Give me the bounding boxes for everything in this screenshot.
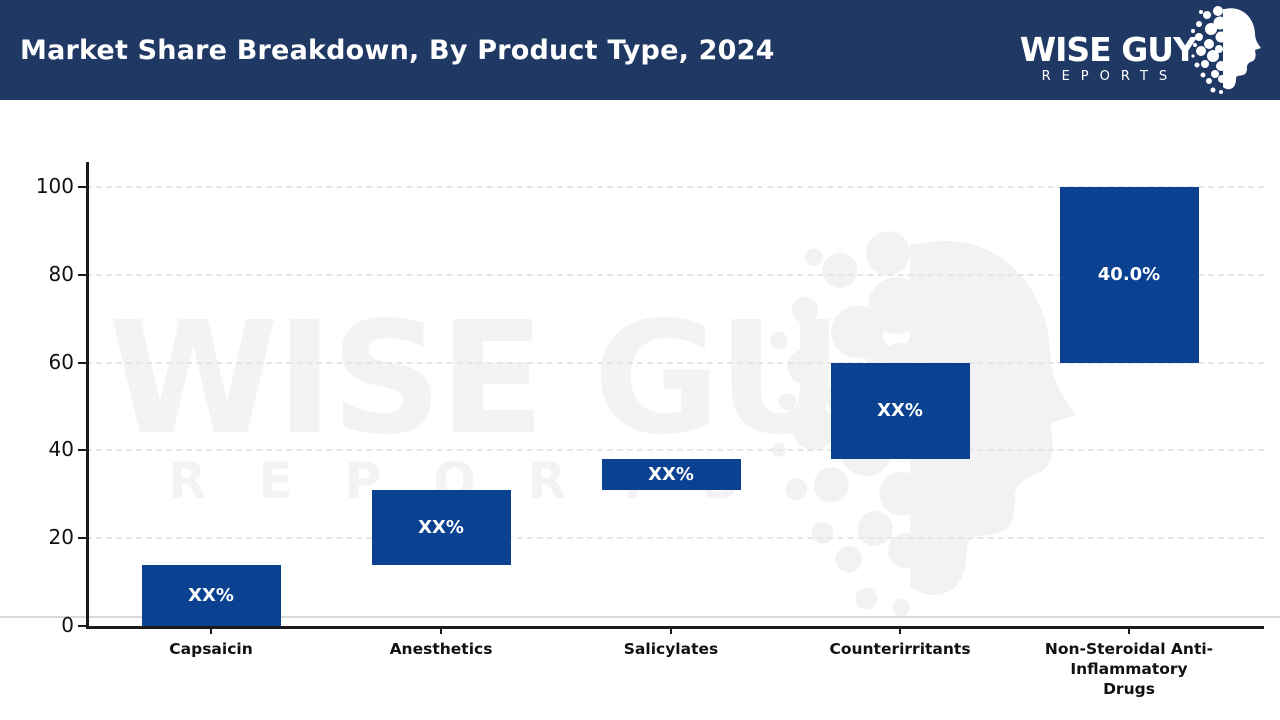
- gridline: [86, 449, 1264, 452]
- bar-anesthetics: XX%: [371, 489, 511, 565]
- bar-value-label: XX%: [188, 584, 234, 606]
- y-tick: [78, 537, 86, 540]
- logo-wordmark: WISE GUY: [1019, 30, 1197, 69]
- bar-salicylates: XX%: [601, 459, 741, 490]
- bar-value-label: XX%: [418, 516, 464, 538]
- gridline: [86, 537, 1264, 540]
- x-category-label: Counterirritants: [829, 640, 971, 658]
- bar-value-label: XX%: [648, 464, 694, 486]
- x-category-label: Capsaicin: [169, 640, 253, 658]
- x-tick: [440, 627, 442, 634]
- x-tick: [210, 627, 212, 634]
- logo-text: WISE GUY REPORTS: [1019, 30, 1197, 84]
- bar-value-label: XX%: [877, 400, 923, 422]
- y-tick-label: 80: [48, 261, 74, 286]
- bar-capsaicin: XX%: [141, 564, 281, 626]
- gridline: [86, 273, 1264, 276]
- y-axis-line: [86, 162, 89, 628]
- x-category-label: Salicylates: [623, 640, 719, 658]
- y-tick: [78, 625, 86, 627]
- bar-counterirritants: XX%: [830, 362, 970, 460]
- y-tick-label: 60: [48, 349, 74, 374]
- x-axis-line: [86, 626, 1264, 629]
- y-tick-label: 40: [48, 437, 74, 462]
- y-tick: [78, 273, 86, 276]
- x-tick: [1128, 627, 1130, 634]
- bar-value-label: 40.0%: [1097, 264, 1161, 286]
- footer-divider: [0, 616, 1280, 618]
- gridline: [86, 186, 1264, 188]
- bar-non-steroidal-anti-inflammatory-drugs: 40.0%: [1059, 187, 1199, 363]
- y-tick-label: 0: [61, 613, 74, 637]
- x-category-label: Anesthetics: [389, 640, 493, 658]
- y-tick-label: 20: [48, 525, 74, 550]
- logo-head-icon: [1191, 6, 1261, 94]
- header: Market Share Breakdown, By Product Type,…: [0, 0, 1280, 100]
- wiseguy-logo: WISE GUY REPORTS: [1020, 4, 1272, 98]
- chart-title: Market Share Breakdown, By Product Type,…: [20, 34, 775, 66]
- y-tick-label: 100: [35, 174, 74, 198]
- watermark-head-icon: [770, 231, 1077, 617]
- x-tick: [670, 627, 672, 634]
- y-tick: [78, 449, 86, 452]
- logo-subtext: REPORTS: [1041, 69, 1179, 84]
- gridline: [86, 361, 1264, 364]
- plot-area: WISE GUY REPORTS 0 20 40 60 80 100 XX% XX% XX% XX…: [0, 100, 1280, 716]
- x-tick: [899, 627, 901, 634]
- y-tick: [78, 361, 86, 364]
- y-tick: [78, 186, 86, 188]
- x-category-label: Non-Steroidal Anti-Inflammatory Drugs: [1044, 640, 1214, 698]
